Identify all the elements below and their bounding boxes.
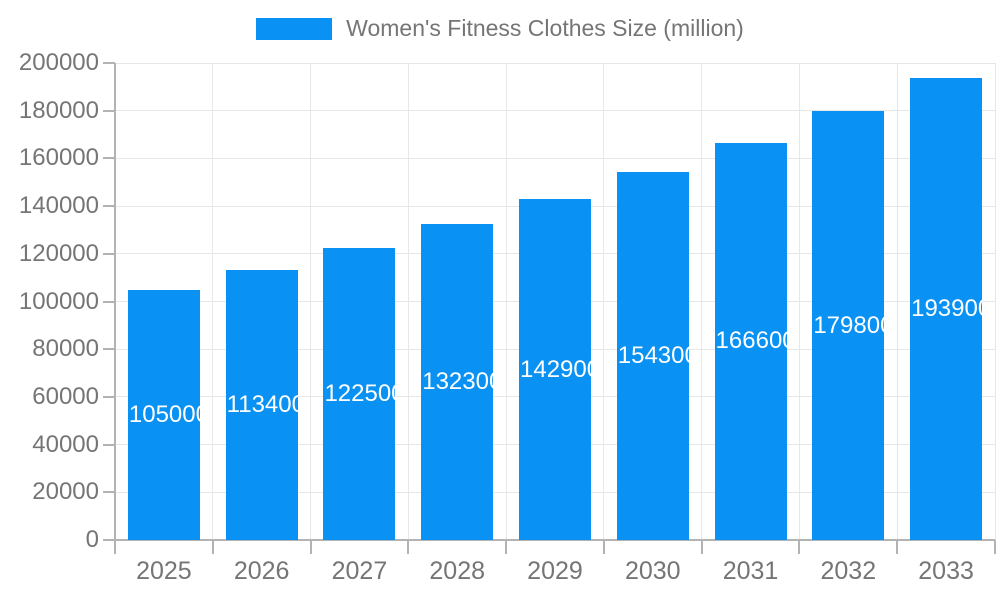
x-tick	[505, 540, 508, 554]
bar-value-label: 193900	[911, 294, 982, 322]
legend: Women's Fitness Clothes Size (million)	[0, 15, 1000, 42]
x-tick-label: 2032	[820, 557, 877, 585]
bar-value-label: 105000	[128, 400, 200, 428]
y-tick-label: 60000	[32, 382, 99, 410]
category-gridline	[212, 63, 214, 540]
bar-value-label: 154300	[617, 341, 689, 369]
legend-swatch	[256, 17, 333, 40]
y-tick-label: 120000	[18, 239, 99, 267]
y-tick	[103, 62, 115, 64]
x-tick	[407, 540, 410, 554]
x-tick-label: 2026	[233, 557, 290, 585]
bar-value-label: 113400	[226, 390, 298, 418]
y-tick	[103, 252, 115, 255]
bar: 193900	[910, 77, 983, 540]
x-tick	[896, 540, 899, 554]
y-gridline	[115, 110, 995, 112]
x-tick-label: 2028	[429, 557, 486, 585]
bar-value-label: 132300	[422, 368, 493, 396]
y-tick	[103, 395, 115, 398]
bar: 179800	[812, 111, 885, 540]
x-tick-label: 2029	[527, 557, 583, 585]
x-tick	[602, 540, 605, 554]
bar: 105000	[127, 289, 200, 540]
category-gridline	[310, 63, 312, 540]
category-gridline	[505, 63, 507, 540]
x-tick	[994, 540, 996, 554]
y-tick-label: 100000	[18, 287, 99, 315]
legend-label: Women's Fitness Clothes Size (million)	[346, 15, 744, 41]
x-tick-label: 2031	[722, 557, 779, 585]
y-tick	[103, 300, 115, 303]
bar: 113400	[225, 269, 298, 540]
y-gridline	[115, 157, 995, 159]
x-tick-label: 2030	[624, 557, 681, 585]
category-gridline	[701, 63, 703, 540]
y-tick-label: 160000	[18, 144, 99, 172]
x-tick	[309, 540, 312, 554]
y-tick	[103, 157, 115, 160]
y-tick	[103, 491, 115, 494]
y-tick	[103, 348, 115, 351]
category-gridline	[896, 63, 898, 540]
y-tick	[103, 443, 115, 446]
category-gridline	[798, 63, 800, 540]
y-tick-label: 140000	[18, 192, 99, 220]
bar: 132300	[421, 224, 494, 540]
bar: 122500	[323, 247, 396, 540]
y-tick	[103, 109, 115, 112]
x-tick	[700, 540, 703, 554]
y-tick	[103, 539, 115, 541]
bar-value-label: 179800	[813, 311, 884, 339]
x-tick	[798, 540, 801, 554]
category-gridline	[603, 63, 605, 540]
bar: 166600	[714, 142, 787, 540]
category-gridline	[994, 63, 996, 540]
y-tick-label: 40000	[32, 430, 99, 458]
y-tick-label: 0	[85, 526, 99, 553]
y-tick-label: 20000	[32, 478, 99, 506]
x-tick-label: 2027	[331, 557, 388, 585]
bar: 154300	[616, 171, 689, 540]
x-tick-label: 2025	[136, 557, 192, 585]
y-gridline	[115, 62, 995, 64]
y-tick	[103, 205, 115, 208]
bar-value-label: 166600	[715, 327, 787, 355]
category-gridline	[407, 63, 409, 540]
x-axis-line	[114, 539, 995, 541]
y-tick-label: 80000	[32, 335, 99, 363]
bar-value-label: 142900	[520, 355, 591, 383]
bar: 142900	[519, 199, 591, 540]
bar-value-label: 122500	[324, 379, 395, 407]
y-tick-label: 200000	[18, 49, 99, 76]
y-tick-label: 180000	[18, 96, 99, 124]
y-axis-line	[114, 63, 116, 554]
x-tick	[211, 540, 214, 554]
x-tick-label: 2033	[918, 557, 974, 585]
